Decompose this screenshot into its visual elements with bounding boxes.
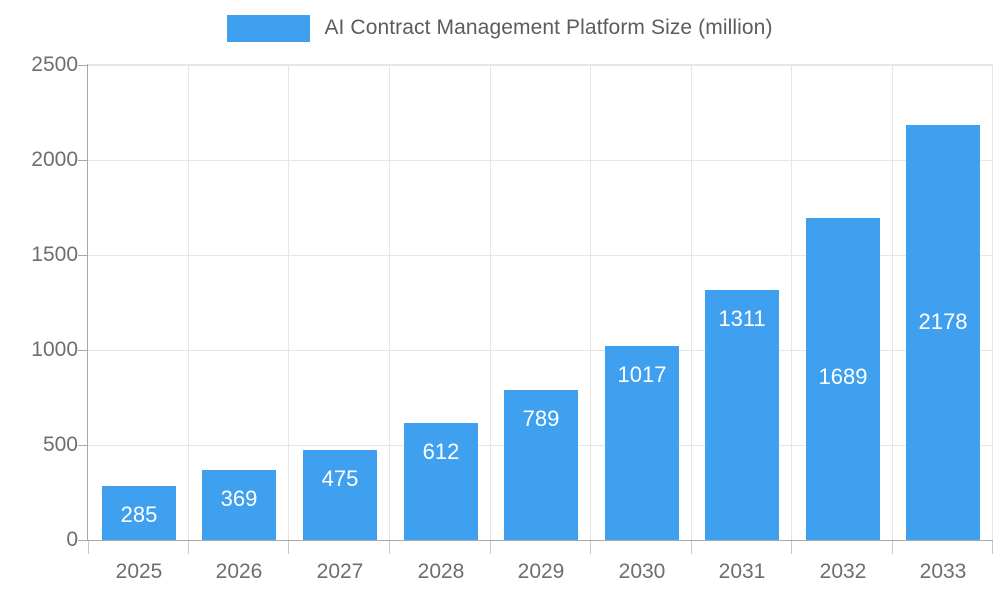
x-tick-label-2033: 2033 — [919, 560, 967, 583]
gridline-v-1 — [188, 64, 189, 540]
bar-value-2028: 612 — [422, 439, 460, 464]
gridline-2000 — [88, 160, 993, 161]
bar-2033[interactable] — [906, 125, 980, 540]
bar-2026[interactable] — [202, 470, 276, 540]
y-tick-mark-2500 — [78, 65, 88, 66]
x-tick-mark-3 — [389, 541, 390, 554]
y-axis-labels: 0 500 1000 1500 2000 2500 — [0, 0, 78, 600]
x-tick-label-2028: 2028 — [417, 560, 465, 583]
chart-legend: AI Contract Management Platform Size (mi… — [0, 10, 1000, 46]
bar-2027[interactable] — [303, 450, 377, 540]
bar-2032[interactable] — [806, 218, 880, 540]
x-tick-label-2026: 2026 — [215, 560, 263, 583]
bar-value-2027: 475 — [321, 466, 359, 491]
gridline-v-3 — [389, 64, 390, 540]
bar-value-2025: 285 — [120, 502, 158, 527]
bar-value-2032: 1689 — [818, 364, 868, 389]
plot-border-right — [992, 64, 993, 540]
bar-value-2030: 1017 — [617, 362, 667, 387]
gridline-2500 — [88, 65, 993, 66]
bar-2031[interactable] — [705, 290, 779, 540]
bar-value-2026: 369 — [220, 486, 258, 511]
legend-label: AI Contract Management Platform Size (mi… — [324, 16, 773, 39]
x-tick-label-2032: 2032 — [819, 560, 867, 583]
y-tick-mark-500 — [78, 445, 88, 446]
x-tick-label-2031: 2031 — [718, 560, 766, 583]
x-tick-mark-5 — [590, 541, 591, 554]
x-tick-label-2029: 2029 — [517, 560, 565, 583]
y-tick-label-0: 0 — [66, 528, 78, 551]
x-tick-mark-2 — [288, 541, 289, 554]
bar-value-2033: 2178 — [918, 309, 968, 334]
y-tick-mark-2000 — [78, 160, 88, 161]
bar-value-2031: 1311 — [718, 306, 766, 331]
bar-2029[interactable] — [504, 390, 578, 540]
x-tick-mark-8 — [892, 541, 893, 554]
bar-2025[interactable] — [102, 486, 176, 540]
x-tick-label-2027: 2027 — [316, 560, 364, 583]
gridline-1500 — [88, 255, 993, 256]
x-tick-label-2030: 2030 — [618, 560, 666, 583]
y-axis-line — [87, 64, 88, 541]
plot-border-top — [88, 64, 993, 65]
x-tick-mark-0 — [88, 541, 89, 554]
gridline-v-2 — [288, 64, 289, 540]
gridline-v-6 — [691, 64, 692, 540]
y-tick-label-2000: 2000 — [31, 148, 78, 171]
x-tick-mark-6 — [691, 541, 692, 554]
plot-area: 285 369 475 612 789 1017 1311 1689 2178 — [88, 64, 993, 540]
x-tick-label-2025: 2025 — [115, 560, 163, 583]
x-axis-line — [88, 540, 993, 541]
y-tick-mark-0 — [78, 540, 88, 541]
gridline-v-8 — [892, 64, 893, 540]
x-tick-mark-4 — [490, 541, 491, 554]
y-tick-label-1500: 1500 — [31, 243, 78, 266]
gridline-1000 — [88, 350, 993, 351]
legend-item-series-1[interactable]: AI Contract Management Platform Size (mi… — [227, 14, 773, 42]
legend-color-swatch-icon — [227, 14, 311, 42]
gridline-v-5 — [590, 64, 591, 540]
y-tick-mark-1000 — [78, 350, 88, 351]
x-tick-mark-9 — [992, 541, 993, 554]
bar-2030[interactable] — [605, 346, 679, 540]
gridline-v-7 — [791, 64, 792, 540]
x-tick-mark-1 — [188, 541, 189, 554]
x-tick-mark-7 — [791, 541, 792, 554]
bar-value-2029: 789 — [522, 406, 560, 431]
bar-2028[interactable] — [404, 423, 478, 540]
y-tick-label-500: 500 — [42, 433, 78, 456]
y-tick-label-1000: 1000 — [31, 338, 78, 361]
y-tick-mark-1500 — [78, 255, 88, 256]
y-tick-label-2500: 2500 — [31, 53, 78, 76]
gridline-v-4 — [490, 64, 491, 540]
